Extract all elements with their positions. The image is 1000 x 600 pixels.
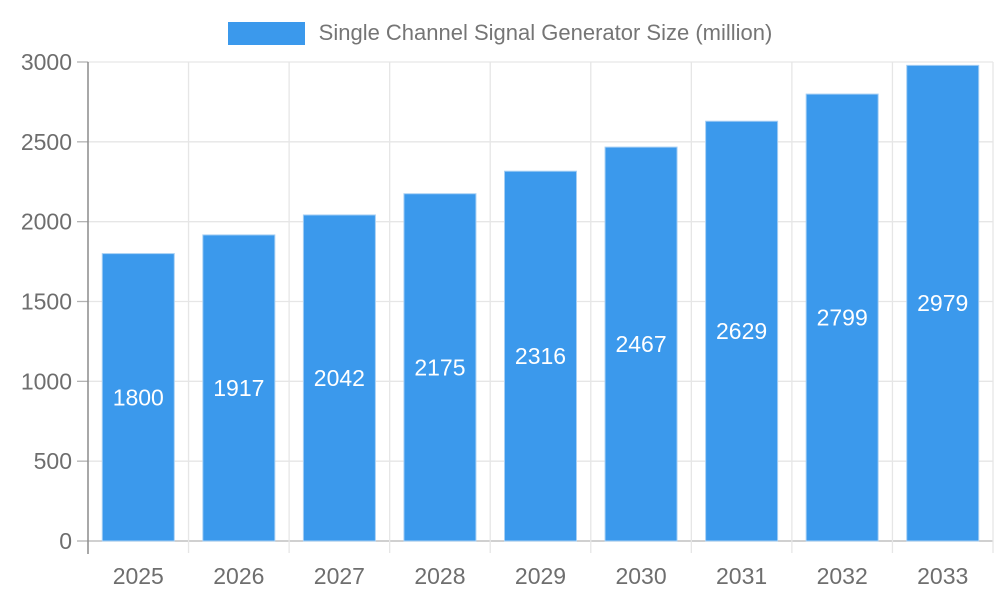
x-tick-label: 2029 — [515, 563, 566, 589]
y-tick-label: 1500 — [21, 289, 72, 315]
legend-label: Single Channel Signal Generator Size (mi… — [318, 20, 773, 45]
bar-value-label: 2175 — [414, 354, 465, 380]
bar-value-label: 2467 — [615, 331, 666, 357]
bar-2028 — [403, 193, 477, 542]
bar-2031 — [705, 120, 779, 542]
y-tick-label: 1000 — [21, 368, 72, 394]
bar-2025 — [101, 253, 175, 542]
bar-value-label: 2042 — [314, 365, 365, 391]
bar-value-label: 1917 — [213, 375, 264, 401]
x-tick-label: 2025 — [113, 563, 164, 589]
y-tick-label: 3000 — [21, 49, 72, 75]
bar-value-label: 1800 — [113, 384, 164, 410]
bar-value-label: 2629 — [716, 318, 767, 344]
bar-value-label: 2799 — [817, 305, 868, 331]
y-tick-label: 0 — [59, 528, 72, 554]
bar-value-label: 2316 — [515, 343, 566, 369]
x-tick-label: 2027 — [314, 563, 365, 589]
x-tick-label: 2031 — [716, 563, 767, 589]
bar-2030 — [604, 146, 678, 542]
bar-2027 — [302, 214, 376, 542]
y-tick-label: 2500 — [21, 129, 72, 155]
x-tick-label: 2028 — [414, 563, 465, 589]
bar-value-label: 2979 — [917, 290, 968, 316]
bar-2033 — [906, 64, 980, 542]
y-tick-label: 500 — [34, 448, 72, 474]
x-tick-label: 2026 — [213, 563, 264, 589]
x-tick-label: 2032 — [817, 563, 868, 589]
bar-2026 — [202, 234, 276, 542]
y-tick-label: 2000 — [21, 209, 72, 235]
x-tick-label: 2033 — [917, 563, 968, 589]
bar-2029 — [504, 170, 577, 542]
legend-swatch — [227, 21, 305, 45]
bar-2032 — [805, 93, 879, 542]
x-tick-label: 2030 — [615, 563, 666, 589]
chart-legend: Single Channel Signal Generator Size (mi… — [0, 20, 1000, 46]
